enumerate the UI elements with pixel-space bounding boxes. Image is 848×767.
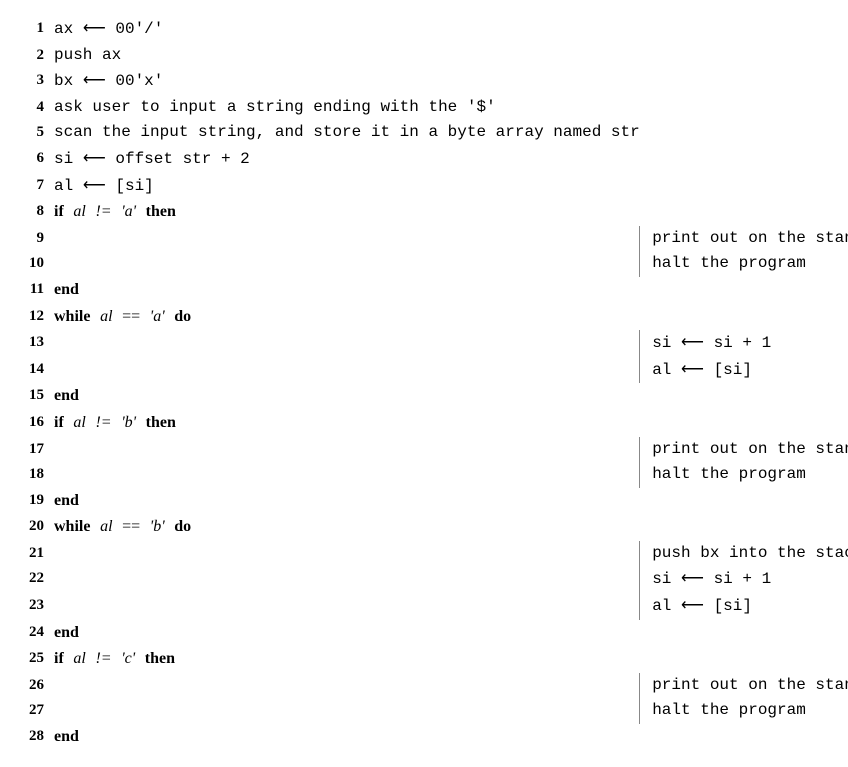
code-text: al ⟵ [si]: [640, 357, 848, 384]
code-line: 20 while al == 'b' do: [20, 514, 848, 541]
line-number: 3: [20, 68, 54, 95]
indent: [54, 673, 640, 699]
code-line: 14 al ⟵ [si]: [20, 357, 848, 384]
line-number: 24: [20, 620, 54, 647]
line-number: 15: [20, 383, 54, 410]
code-text: bx ⟵ 00'x': [54, 68, 640, 95]
code-line: 16 if al != 'b' then: [20, 410, 848, 437]
line-number: 17: [20, 437, 54, 463]
code-line: 18 halt the program: [20, 462, 848, 488]
code-text: print out on the standard I/O that the i…: [640, 673, 848, 699]
code-line: 5 scan the input string, and store it in…: [20, 120, 848, 146]
line-number: 1: [20, 16, 54, 43]
line-number: 7: [20, 173, 54, 200]
code-line: 11 end: [20, 277, 848, 304]
line-number: 12: [20, 304, 54, 331]
code-line: 7 al ⟵ [si]: [20, 173, 848, 200]
line-number: 20: [20, 514, 54, 541]
code-text: end: [54, 724, 640, 751]
code-line: 23 al ⟵ [si]: [20, 593, 848, 620]
indent: [54, 226, 640, 252]
line-number: 16: [20, 410, 54, 437]
code-text: end: [54, 383, 640, 410]
code-text: push bx into the stack 3 times: [640, 541, 848, 567]
code-text: al ⟵ [si]: [640, 593, 848, 620]
line-number: 8: [20, 199, 54, 226]
indent: [54, 251, 640, 277]
code-text: if al != 'c' then: [54, 646, 640, 673]
code-line: 8 if al != 'a' then: [20, 199, 848, 226]
code-line: 10 halt the program: [20, 251, 848, 277]
code-text: end: [54, 277, 640, 304]
code-line: 17 print out on the standard I/O that th…: [20, 437, 848, 463]
indent: [54, 437, 640, 463]
line-number: 18: [20, 462, 54, 488]
code-text: ax ⟵ 00'/': [54, 16, 640, 43]
code-text: print out on the standard I/O that the i…: [640, 226, 848, 252]
code-line: 1 ax ⟵ 00'/': [20, 16, 848, 43]
line-number: 28: [20, 724, 54, 751]
pseudocode-listing: 1 ax ⟵ 00'/' 2 push ax 3 bx ⟵ 00'x' 4 as…: [20, 16, 848, 751]
code-text: end: [54, 488, 640, 515]
line-number: 6: [20, 146, 54, 173]
code-line: 25 if al != 'c' then: [20, 646, 848, 673]
code-line: 22 si ⟵ si + 1: [20, 566, 848, 593]
indent: [54, 462, 640, 488]
line-number: 10: [20, 251, 54, 277]
code-text: si ⟵ offset str + 2: [54, 146, 640, 173]
line-number: 4: [20, 95, 54, 121]
code-text: si ⟵ si + 1: [640, 566, 848, 593]
indent: [54, 357, 640, 384]
code-line: 3 bx ⟵ 00'x': [20, 68, 848, 95]
code-line: 2 push ax: [20, 43, 848, 69]
code-line: 19 end: [20, 488, 848, 515]
code-text: halt the program: [640, 698, 848, 724]
line-number: 11: [20, 277, 54, 304]
code-line: 13 si ⟵ si + 1: [20, 330, 848, 357]
line-number: 25: [20, 646, 54, 673]
indent: [54, 698, 640, 724]
code-line: 21 push bx into the stack 3 times: [20, 541, 848, 567]
code-line: 6 si ⟵ offset str + 2: [20, 146, 848, 173]
line-number: 5: [20, 120, 54, 146]
code-line: 28 end: [20, 724, 848, 751]
code-text: while al == 'b' do: [54, 514, 640, 541]
code-text: halt the program: [640, 462, 848, 488]
indent: [54, 541, 640, 567]
line-number: 9: [20, 226, 54, 252]
indent: [54, 593, 640, 620]
code-text: halt the program: [640, 251, 848, 277]
code-text: while al == 'a' do: [54, 304, 640, 331]
code-line: 26 print out on the standard I/O that th…: [20, 673, 848, 699]
code-line: 4 ask user to input a string ending with…: [20, 95, 848, 121]
indent: [54, 566, 640, 593]
line-number: 14: [20, 357, 54, 384]
code-text: end: [54, 620, 640, 647]
line-number: 22: [20, 566, 54, 593]
code-text: if al != 'a' then: [54, 199, 640, 226]
code-text: print out on the standard I/O that the i…: [640, 437, 848, 463]
line-number: 2: [20, 43, 54, 69]
code-text: push ax: [54, 43, 640, 69]
code-text: ask user to input a string ending with t…: [54, 95, 640, 121]
line-number: 26: [20, 673, 54, 699]
line-number: 19: [20, 488, 54, 515]
line-number: 23: [20, 593, 54, 620]
code-line: 15 end: [20, 383, 848, 410]
code-text: si ⟵ si + 1: [640, 330, 848, 357]
indent: [54, 330, 640, 357]
code-line: 24 end: [20, 620, 848, 647]
code-line: 9 print out on the standard I/O that the…: [20, 226, 848, 252]
line-number: 21: [20, 541, 54, 567]
code-text: if al != 'b' then: [54, 410, 640, 437]
code-text: al ⟵ [si]: [54, 173, 640, 200]
code-line: 27 halt the program: [20, 698, 848, 724]
code-line: 12 while al == 'a' do: [20, 304, 848, 331]
line-number: 27: [20, 698, 54, 724]
code-text: scan the input string, and store it in a…: [54, 120, 640, 146]
line-number: 13: [20, 330, 54, 357]
